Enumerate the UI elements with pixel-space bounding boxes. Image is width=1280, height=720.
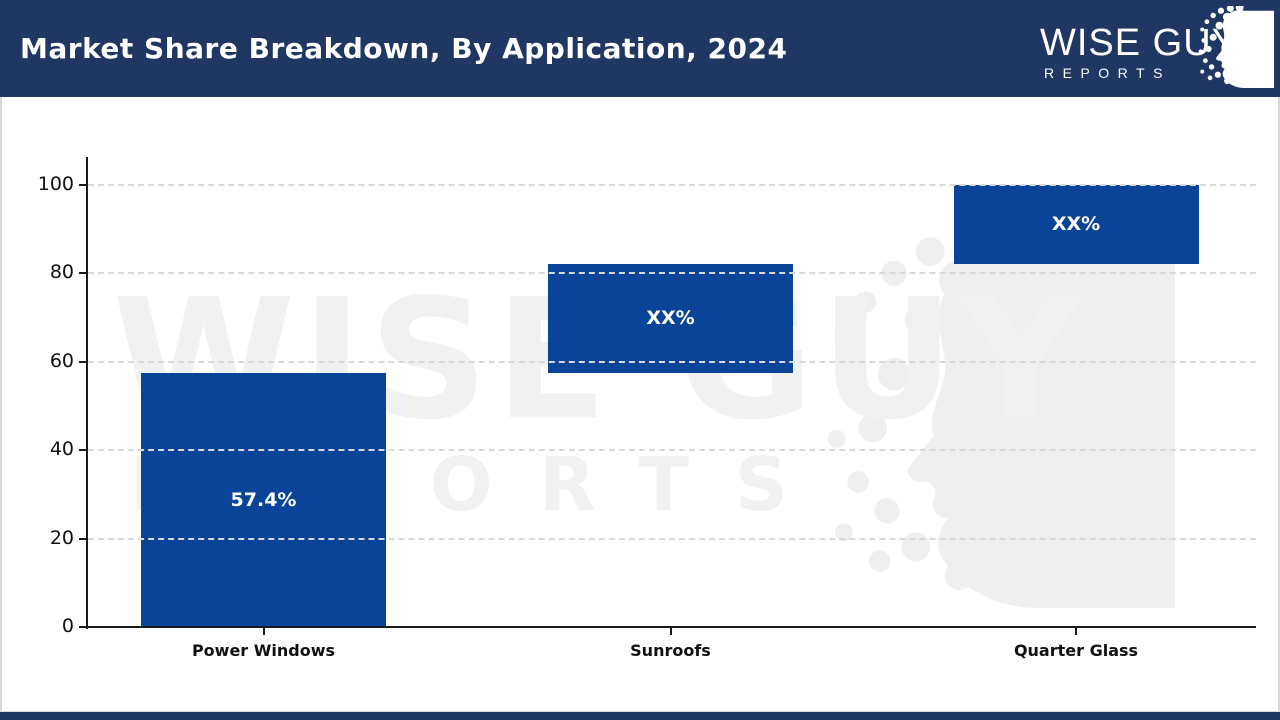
gridline	[88, 449, 1256, 452]
y-tick-label: 20	[49, 526, 74, 549]
y-tick-mark	[79, 537, 86, 540]
header-bar: Market Share Breakdown, By Application, …	[0, 0, 1280, 97]
gridline	[88, 537, 1256, 540]
y-tick-label: 60	[49, 349, 74, 372]
bar: 57.4%	[141, 373, 386, 627]
x-tick-mark	[262, 628, 265, 635]
y-tick-mark	[79, 449, 86, 452]
y-axis	[86, 157, 88, 629]
bar-label: XX%	[646, 307, 695, 330]
y-tick-mark	[79, 626, 86, 628]
bar-label: XX%	[1051, 213, 1101, 236]
gridline	[88, 360, 1256, 363]
wiseguy-face-icon	[1198, 6, 1274, 88]
x-tick-label: Quarter Glass	[1013, 641, 1139, 660]
y-tick-mark	[79, 360, 86, 363]
y-tick-mark	[79, 272, 86, 275]
wiseguy-logo-line2: REPORTS	[1044, 65, 1171, 81]
wiseguy-logo-text: WISE GUY REPORTS	[1040, 24, 1238, 81]
y-tick-mark	[79, 184, 86, 186]
y-tick-label: 100	[37, 173, 74, 195]
y-tick-label: 80	[49, 261, 74, 284]
x-tick-label: Sunroofs	[630, 641, 711, 660]
wiseguy-logo-line1: WISE GUY	[1040, 22, 1239, 64]
bar-label: 57.4%	[230, 489, 297, 512]
y-tick-label: 0	[61, 615, 74, 637]
gridline	[88, 184, 1256, 186]
footer-bar	[0, 712, 1280, 720]
bar: XX%	[548, 263, 793, 374]
x-tick-mark	[669, 628, 672, 635]
bar: XX%	[953, 185, 1199, 264]
y-tick-label: 40	[49, 438, 74, 461]
page-title: Market Share Breakdown, By Application, …	[20, 32, 788, 65]
x-tick-label: Power Windows	[191, 641, 336, 660]
wiseguy-logo: WISE GUY REPORTS	[1010, 6, 1274, 92]
gridline	[88, 272, 1256, 275]
x-tick-mark	[1075, 628, 1077, 635]
x-axis	[86, 626, 1256, 628]
